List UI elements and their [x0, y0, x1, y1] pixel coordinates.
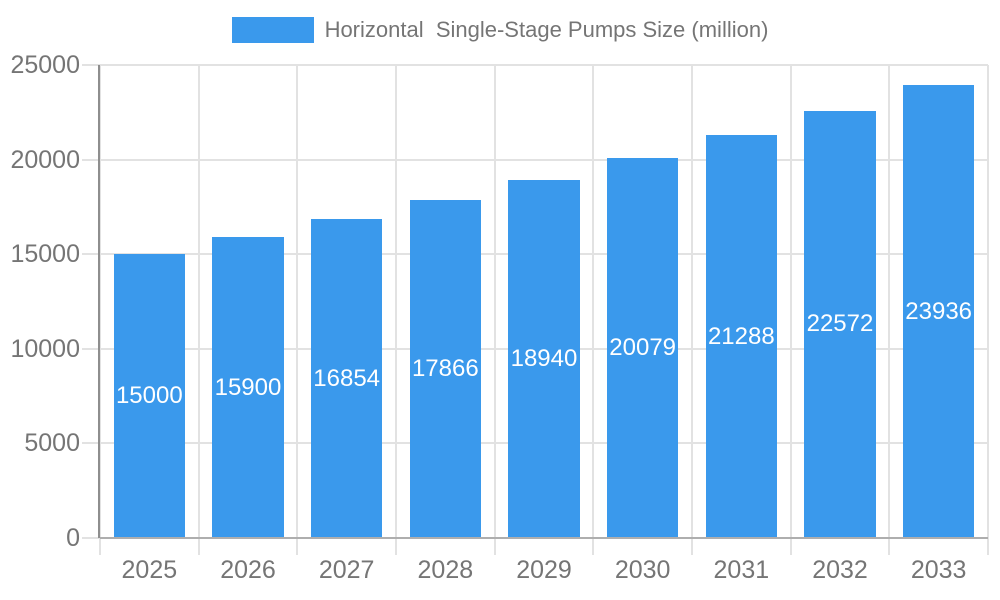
bar-2030: 20079	[607, 158, 679, 538]
y-axis-tick-label: 5000	[24, 429, 80, 458]
bar-2032: 22572	[804, 110, 876, 538]
x-axis-tick-label: 2028	[417, 556, 474, 584]
bar-value-label: 20079	[609, 334, 677, 362]
gridline-vertical	[888, 65, 891, 555]
y-axis-line	[98, 65, 100, 538]
x-axis-tick-label: 2031	[713, 556, 770, 584]
x-axis-tick-label: 2032	[812, 556, 868, 584]
bar-2027: 16854	[311, 219, 383, 538]
bar-2031: 21288	[705, 135, 777, 538]
bar-value-label: 15900	[214, 373, 282, 401]
gridline-vertical	[987, 65, 989, 555]
x-axis-tick-label: 2025	[121, 556, 178, 584]
y-axis-tick-label: 20000	[10, 145, 80, 174]
bar-value-label: 15000	[115, 382, 183, 410]
gridline-vertical	[296, 65, 299, 555]
bar-value-label: 18940	[510, 344, 578, 372]
x-axis-tick-label: 2027	[318, 556, 375, 584]
gridline-horizontal	[82, 64, 988, 66]
legend-label: Horizontal Single-Stage Pumps Size (mill…	[324, 17, 769, 42]
legend-swatch	[231, 17, 314, 43]
chart-legend: Horizontal Single-Stage Pumps Size (mill…	[0, 17, 1000, 43]
x-axis-line	[100, 537, 988, 539]
gridline-vertical	[395, 65, 397, 555]
gridline-vertical	[789, 65, 792, 555]
bar-value-label: 16854	[313, 364, 381, 392]
gridline-vertical	[592, 65, 595, 555]
bar-value-label: 23936	[905, 297, 973, 325]
y-axis-tick-label: 10000	[10, 334, 80, 363]
bar-2033: 23936	[903, 85, 975, 538]
gridline-vertical	[99, 65, 101, 555]
y-axis-tick-label: 25000	[10, 51, 80, 79]
y-axis-tick-label: 0	[66, 524, 80, 552]
gridline-vertical	[493, 65, 496, 555]
y-axis-tick-label: 15000	[10, 240, 80, 269]
bar-2028: 17866	[409, 199, 481, 538]
x-axis-tick-label: 2029	[516, 556, 572, 584]
bar-value-label: 21288	[707, 322, 775, 350]
bar-2029: 18940	[508, 179, 580, 538]
x-axis-tick-label: 2030	[614, 556, 671, 584]
gridline-vertical	[691, 65, 693, 555]
bar-2025: 15000	[113, 254, 185, 538]
gridline-vertical	[197, 65, 200, 555]
bar-value-label: 17866	[411, 354, 479, 382]
x-axis-tick-label: 2033	[910, 556, 967, 584]
x-axis-tick-label: 2026	[220, 556, 276, 584]
bar-value-label: 22572	[806, 310, 874, 338]
gridline-horizontal	[82, 158, 988, 161]
bar-2026: 15900	[212, 237, 284, 538]
